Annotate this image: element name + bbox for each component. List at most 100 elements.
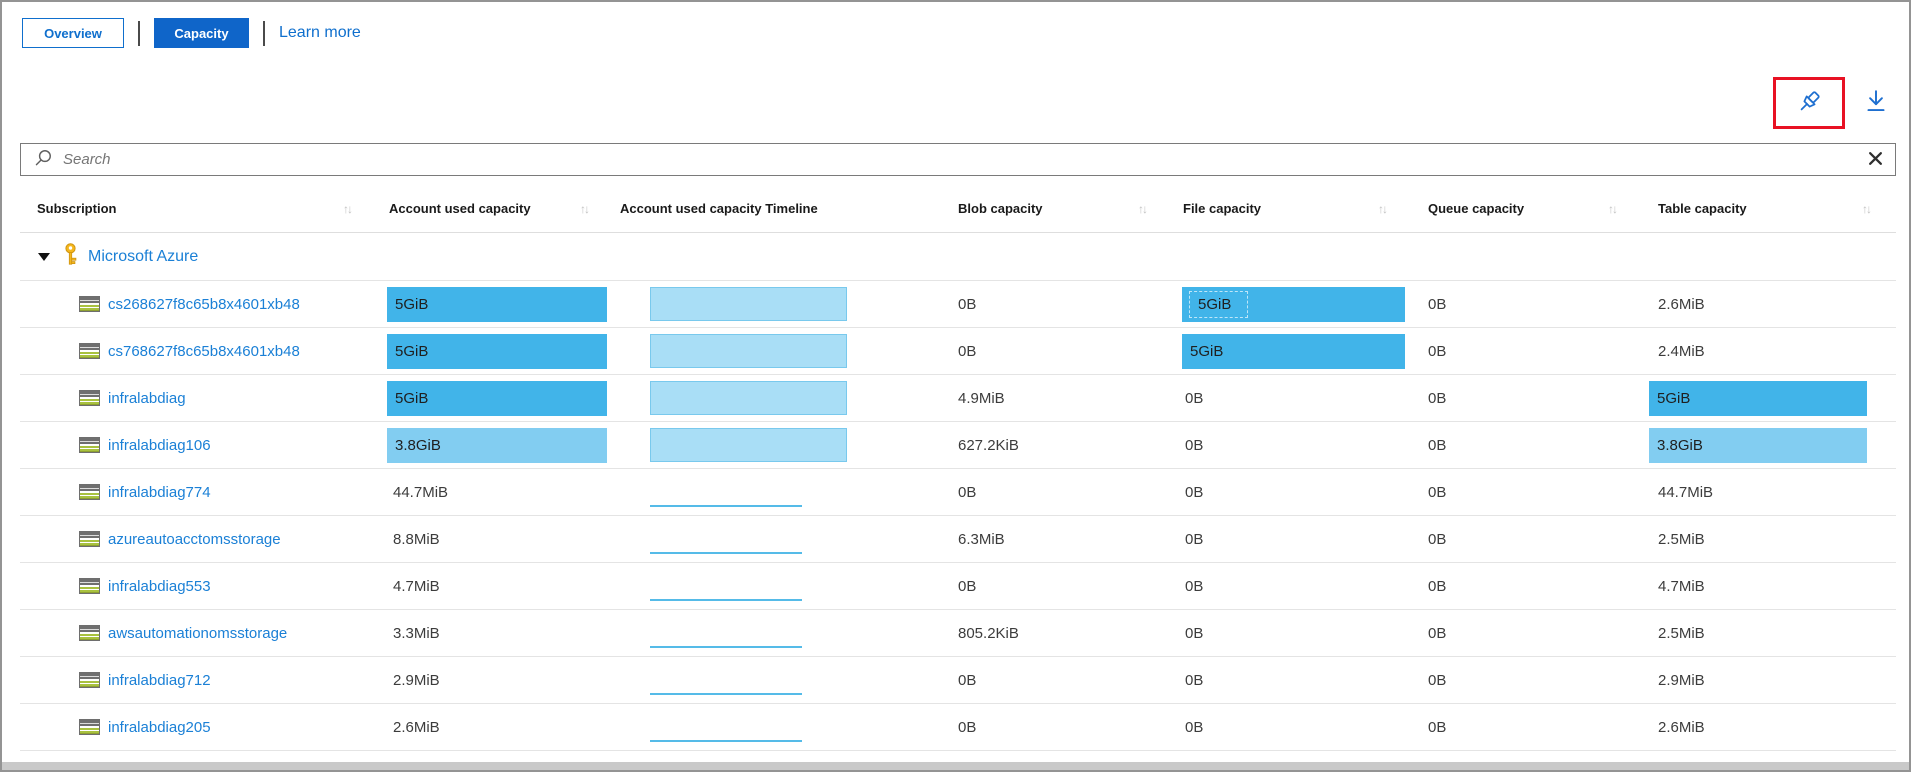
sort-arrows-icon: ↑↓ (343, 201, 353, 216)
blob-capacity-cell: 0B (950, 657, 1172, 703)
capacity-cell: 5GiB (1172, 328, 1412, 374)
pin-button[interactable] (1792, 86, 1826, 120)
table-row: cs768627f8c65b8x4601xb48 5GiB 0B 5GiB 0B 2.4M… (20, 328, 1896, 375)
storage-account-link[interactable]: cs768627f8c65b8x4601xb48 (108, 342, 300, 360)
capacity-value: 2.5MiB (1658, 530, 1705, 548)
account-cell: infralabdiag (20, 375, 377, 421)
timeline-flat-line (650, 646, 802, 648)
search-clear-button[interactable] (1855, 144, 1895, 175)
capacity-value: 44.7MiB (393, 483, 449, 501)
tab-overview[interactable]: Overview (22, 18, 124, 48)
capacity-cell: 2.6MiB (377, 704, 614, 750)
capacity-value: 0B (1185, 671, 1204, 689)
column-header-blob-capacity[interactable]: Blob capacity ↑↓ (950, 185, 1172, 232)
column-header-label: Blob capacity (958, 201, 1043, 216)
timeline-flat-line (650, 505, 802, 507)
capacity-cell: 3.8GiB (377, 422, 614, 468)
timeline-cell (614, 610, 950, 656)
table-row: infralabdiag774 44.7MiB 0B 0B 0B 44.7MiB (20, 469, 1896, 516)
collapse-triangle-icon[interactable] (38, 252, 50, 261)
blob-capacity-value: 0B (958, 577, 977, 595)
capacity-cell: 3.8GiB (1642, 422, 1896, 468)
download-button[interactable] (1857, 83, 1895, 123)
capacity-value: 5GiB (1657, 389, 1691, 407)
capacity-cell: 0B (1172, 516, 1412, 562)
capacity-cell: 5GiB (377, 328, 614, 374)
storage-account-link[interactable]: infralabdiag205 (108, 718, 211, 736)
tab-divider (138, 20, 140, 46)
column-header-table-capacity[interactable]: Table capacity ↑↓ (1642, 185, 1896, 232)
queue-capacity-cell: 0B (1412, 657, 1642, 703)
column-header-label: Account used capacity Timeline (620, 201, 818, 216)
queue-capacity-cell: 0B (1412, 704, 1642, 750)
capacity-grid: Subscription ↑↓ Account used capacity ↑↓ Acc… (20, 185, 1896, 751)
capacity-cell: 5GiB (1642, 375, 1896, 421)
bottom-border-strip (2, 762, 1909, 770)
column-header-subscription[interactable]: Subscription ↑↓ (20, 185, 377, 232)
queue-capacity-cell: 0B (1412, 516, 1642, 562)
capacity-cell: 0B (1172, 422, 1412, 468)
storage-account-link[interactable]: infralabdiag712 (108, 671, 211, 689)
account-cell: infralabdiag205 (20, 704, 377, 750)
storage-account-link[interactable]: infralabdiag553 (108, 577, 211, 595)
capacity-value: 5GiB (395, 389, 429, 407)
blob-capacity-cell: 0B (950, 704, 1172, 750)
download-icon (1863, 88, 1889, 119)
queue-capacity-value: 0B (1428, 530, 1447, 548)
account-cell: cs768627f8c65b8x4601xb48 (20, 328, 377, 374)
capacity-cell: 0B (1172, 469, 1412, 515)
storage-account-link[interactable]: awsautomationomsstorage (108, 624, 288, 642)
search-input[interactable] (63, 144, 1855, 175)
queue-capacity-value: 0B (1428, 718, 1447, 736)
blob-capacity-cell: 805.2KiB (950, 610, 1172, 656)
capacity-heat-bar: 5GiB (387, 286, 607, 322)
column-header-account-used-capacity[interactable]: Account used capacity ↑↓ (377, 185, 614, 232)
blob-capacity-cell: 627.2KiB (950, 422, 1172, 468)
capacity-cell: 3.3MiB (377, 610, 614, 656)
storage-account-icon (79, 672, 100, 688)
queue-capacity-value: 0B (1428, 295, 1447, 313)
storage-account-link[interactable]: infralabdiag106 (108, 436, 211, 454)
grid-toolbar (1773, 77, 1895, 129)
sort-arrows-icon: ↑↓ (580, 201, 590, 216)
account-cell: infralabdiag106 (20, 422, 377, 468)
capacity-value: 3.3MiB (393, 624, 440, 642)
capacity-value: 5GiB (1188, 290, 1249, 318)
empty-cell (377, 233, 614, 280)
key-icon (62, 243, 79, 270)
storage-account-icon (79, 390, 100, 406)
capacity-value: 2.4MiB (1658, 342, 1705, 360)
timeline-cell (614, 469, 950, 515)
queue-capacity-cell: 0B (1412, 469, 1642, 515)
timeline-cell (614, 375, 950, 421)
storage-account-link[interactable]: cs268627f8c65b8x4601xb48 (108, 295, 300, 313)
capacity-cell: 2.9MiB (1642, 657, 1896, 703)
account-cell: azureautoacctomsstorage (20, 516, 377, 562)
column-header-file-capacity[interactable]: File capacity ↑↓ (1172, 185, 1412, 232)
tab-capacity[interactable]: Capacity (154, 18, 249, 48)
storage-account-link[interactable]: infralabdiag774 (108, 483, 211, 501)
subscription-group-link[interactable]: Microsoft Azure (88, 247, 199, 265)
close-icon (1868, 151, 1883, 169)
learn-more-link[interactable]: Learn more (279, 24, 361, 41)
account-cell: infralabdiag553 (20, 563, 377, 609)
column-header-label: Table capacity (1658, 201, 1747, 216)
storage-account-icon (79, 343, 100, 359)
column-header-label: Subscription (37, 201, 117, 216)
storage-account-link[interactable]: infralabdiag (108, 389, 186, 407)
capacity-value: 0B (1185, 718, 1204, 736)
capacity-cell: 2.6MiB (1642, 281, 1896, 327)
column-header-queue-capacity[interactable]: Queue capacity ↑↓ (1412, 185, 1642, 232)
capacity-heat-bar: 5GiB (1182, 333, 1405, 369)
column-header-label: Account used capacity (389, 201, 531, 216)
timeline-area-chart (650, 381, 847, 415)
storage-account-icon (79, 437, 100, 453)
subscription-group-row: Microsoft Azure (20, 233, 1896, 281)
blob-capacity-cell: 4.9MiB (950, 375, 1172, 421)
account-cell: infralabdiag712 (20, 657, 377, 703)
search-bar (20, 143, 1896, 176)
storage-account-link[interactable]: azureautoacctomsstorage (108, 530, 281, 548)
blob-capacity-cell: 6.3MiB (950, 516, 1172, 562)
capacity-cell: 4.7MiB (1642, 563, 1896, 609)
